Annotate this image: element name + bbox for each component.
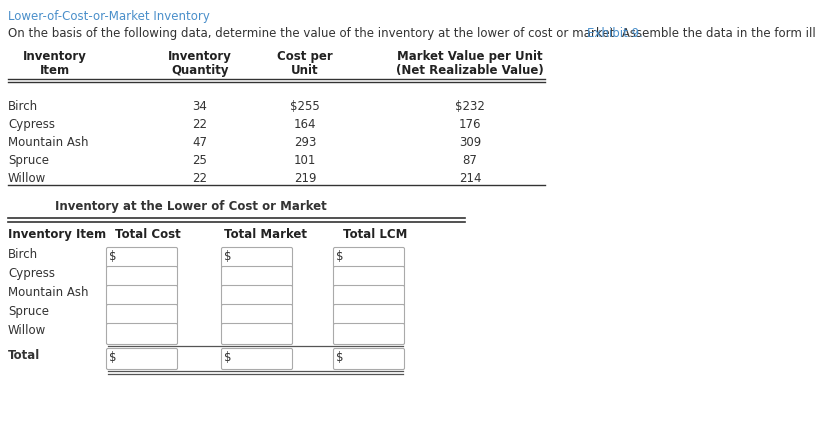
FancyBboxPatch shape [222, 304, 293, 325]
Text: Cypress: Cypress [8, 267, 55, 280]
Text: $: $ [224, 250, 231, 263]
Text: Willow: Willow [8, 324, 46, 337]
Text: 293: 293 [294, 136, 316, 149]
FancyBboxPatch shape [222, 348, 293, 370]
Text: Total Market: Total Market [223, 228, 306, 241]
Text: Birch: Birch [8, 100, 38, 113]
Text: $: $ [336, 351, 343, 364]
FancyBboxPatch shape [333, 285, 404, 306]
Text: Cypress: Cypress [8, 118, 55, 131]
Text: $: $ [109, 351, 117, 364]
Text: On the basis of the following data, determine the value of the inventory at the : On the basis of the following data, dete… [8, 27, 815, 40]
Text: Spruce: Spruce [8, 154, 49, 167]
Text: Total Cost: Total Cost [115, 228, 181, 241]
Text: Unit: Unit [291, 64, 319, 77]
FancyBboxPatch shape [107, 324, 178, 344]
Text: $: $ [224, 351, 231, 364]
Text: 164: 164 [293, 118, 316, 131]
Text: 101: 101 [294, 154, 316, 167]
FancyBboxPatch shape [333, 324, 404, 344]
Text: Mountain Ash: Mountain Ash [8, 286, 89, 299]
Text: Item: Item [40, 64, 70, 77]
FancyBboxPatch shape [107, 266, 178, 288]
Text: $: $ [109, 250, 117, 263]
FancyBboxPatch shape [333, 348, 404, 370]
Text: Spruce: Spruce [8, 305, 49, 318]
Text: Total: Total [8, 349, 40, 362]
FancyBboxPatch shape [107, 304, 178, 325]
Text: 22: 22 [192, 118, 208, 131]
Text: Market Value per Unit: Market Value per Unit [397, 50, 543, 63]
FancyBboxPatch shape [107, 247, 178, 269]
FancyBboxPatch shape [222, 285, 293, 306]
Text: (Net Realizable Value): (Net Realizable Value) [396, 64, 544, 77]
Text: $: $ [336, 250, 343, 263]
Text: 219: 219 [293, 172, 316, 185]
Text: Birch: Birch [8, 248, 38, 261]
FancyBboxPatch shape [222, 324, 293, 344]
Text: Inventory: Inventory [168, 50, 232, 63]
Text: Quantity: Quantity [171, 64, 229, 77]
Text: Willow: Willow [8, 172, 46, 185]
Text: 22: 22 [192, 172, 208, 185]
FancyBboxPatch shape [222, 266, 293, 288]
Text: Mountain Ash: Mountain Ash [8, 136, 89, 149]
Text: 87: 87 [463, 154, 478, 167]
Text: Cost per: Cost per [277, 50, 333, 63]
Text: 25: 25 [192, 154, 208, 167]
FancyBboxPatch shape [333, 304, 404, 325]
FancyBboxPatch shape [107, 285, 178, 306]
Text: Inventory at the Lower of Cost or Market: Inventory at the Lower of Cost or Market [55, 200, 327, 213]
Text: 176: 176 [459, 118, 481, 131]
Text: 309: 309 [459, 136, 481, 149]
Text: Inventory: Inventory [23, 50, 87, 63]
Text: 214: 214 [459, 172, 481, 185]
Text: $232: $232 [455, 100, 485, 113]
Text: Lower-of-Cost-or-Market Inventory: Lower-of-Cost-or-Market Inventory [8, 10, 210, 23]
Text: $255: $255 [290, 100, 319, 113]
Text: Inventory Item: Inventory Item [8, 228, 106, 241]
FancyBboxPatch shape [107, 348, 178, 370]
FancyBboxPatch shape [222, 247, 293, 269]
FancyBboxPatch shape [333, 247, 404, 269]
Text: 47: 47 [192, 136, 208, 149]
Text: Exhibit 9.: Exhibit 9. [587, 27, 643, 40]
Text: Total LCM: Total LCM [343, 228, 408, 241]
FancyBboxPatch shape [333, 266, 404, 288]
Text: 34: 34 [192, 100, 208, 113]
